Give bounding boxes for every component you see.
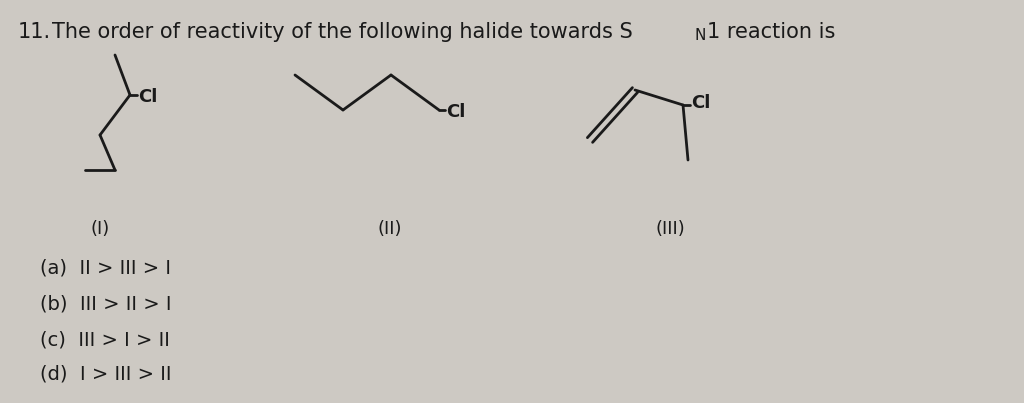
Text: (II): (II) [378, 220, 402, 238]
Text: (b)  III > II > I: (b) III > II > I [40, 295, 171, 314]
Text: 11.: 11. [18, 22, 51, 42]
Text: Cl: Cl [691, 94, 711, 112]
Text: Cl: Cl [138, 88, 158, 106]
Text: Cl: Cl [446, 103, 465, 121]
Text: N: N [695, 28, 707, 43]
Text: (III): (III) [655, 220, 685, 238]
Text: (I): (I) [90, 220, 110, 238]
Text: (d)  I > III > II: (d) I > III > II [40, 365, 171, 384]
Text: (c)  III > I > II: (c) III > I > II [40, 330, 170, 349]
Text: The order of reactivity of the following halide towards S: The order of reactivity of the following… [52, 22, 633, 42]
Text: 1 reaction is: 1 reaction is [707, 22, 836, 42]
Text: (a)  II > III > I: (a) II > III > I [40, 258, 171, 277]
